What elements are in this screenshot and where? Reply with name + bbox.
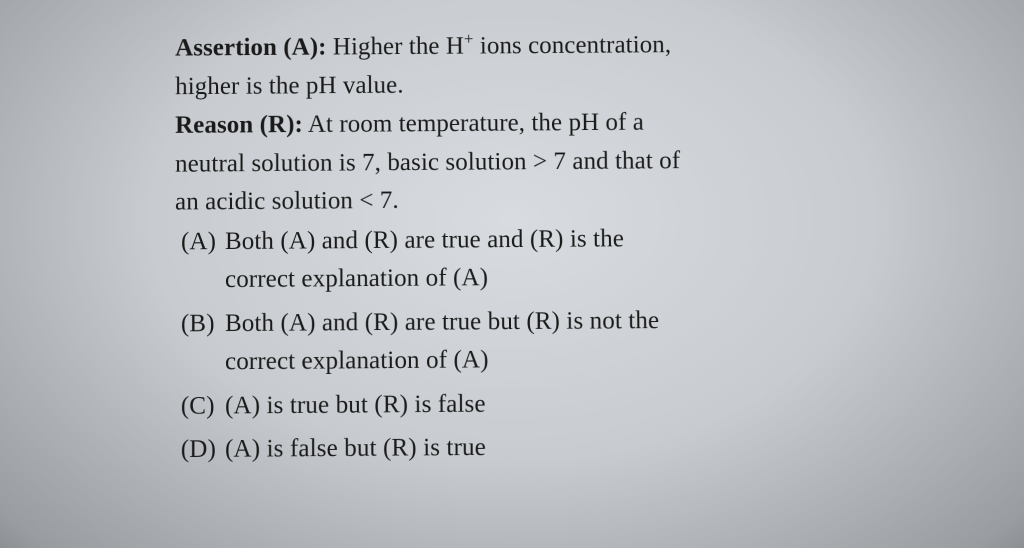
question-page: Assertion (A): Higher the H+ ions concen…	[175, 27, 859, 477]
option-text: (A) is false but (R) is true	[225, 428, 858, 471]
assertion-label: Assertion (A):	[175, 34, 326, 62]
reason-line-1: Reason (R): At room temperature, the pH …	[175, 104, 853, 142]
option-text-line: correct explanation of (A)	[225, 341, 857, 379]
option-a[interactable]: (A) Both (A) and (R) are true and (R) is…	[175, 220, 856, 302]
option-text-line: (A) is true but (R) is false	[225, 384, 858, 422]
option-d[interactable]: (D) (A) is false but (R) is true	[175, 428, 859, 472]
assertion-superscript: +	[464, 29, 474, 48]
assertion-line-1: Assertion (A): Higher the H+ ions concen…	[175, 27, 852, 65]
option-text: Both (A) and (R) are true but (R) is not…	[225, 302, 857, 384]
reason-block: Reason (R): At room temperature, the pH …	[175, 104, 854, 219]
reason-line-3: an acidic solution < 7.	[175, 181, 854, 219]
option-text-line: correct explanation of (A)	[225, 259, 856, 297]
reason-label: Reason (R):	[175, 111, 303, 139]
option-label: (C)	[181, 389, 225, 428]
option-text-line: Both (A) and (R) are true but (R) is not…	[225, 302, 856, 340]
options-list: (A) Both (A) and (R) are true and (R) is…	[175, 220, 859, 472]
option-label: (A)	[181, 225, 225, 302]
option-text-line: (A) is false but (R) is true	[225, 428, 858, 466]
option-text-line: Both (A) and (R) are true and (R) is the	[225, 220, 855, 258]
assertion-block: Assertion (A): Higher the H+ ions concen…	[175, 27, 853, 103]
option-label: (B)	[181, 307, 225, 385]
option-label: (D)	[181, 433, 225, 472]
reason-text-1: At room temperature, the pH of a	[303, 109, 644, 138]
option-c[interactable]: (C) (A) is true but (R) is false	[175, 384, 858, 428]
option-b[interactable]: (B) Both (A) and (R) are true but (R) is…	[175, 302, 857, 384]
option-text: Both (A) and (R) are true and (R) is the…	[225, 220, 856, 301]
assertion-text-1a: Higher the H	[327, 33, 465, 61]
option-text: (A) is true but (R) is false	[225, 384, 858, 427]
assertion-line-2: higher is the pH value.	[175, 65, 853, 103]
reason-line-2: neutral solution is 7, basic solution > …	[175, 143, 854, 181]
assertion-text-1b: ions concentration,	[474, 31, 672, 59]
